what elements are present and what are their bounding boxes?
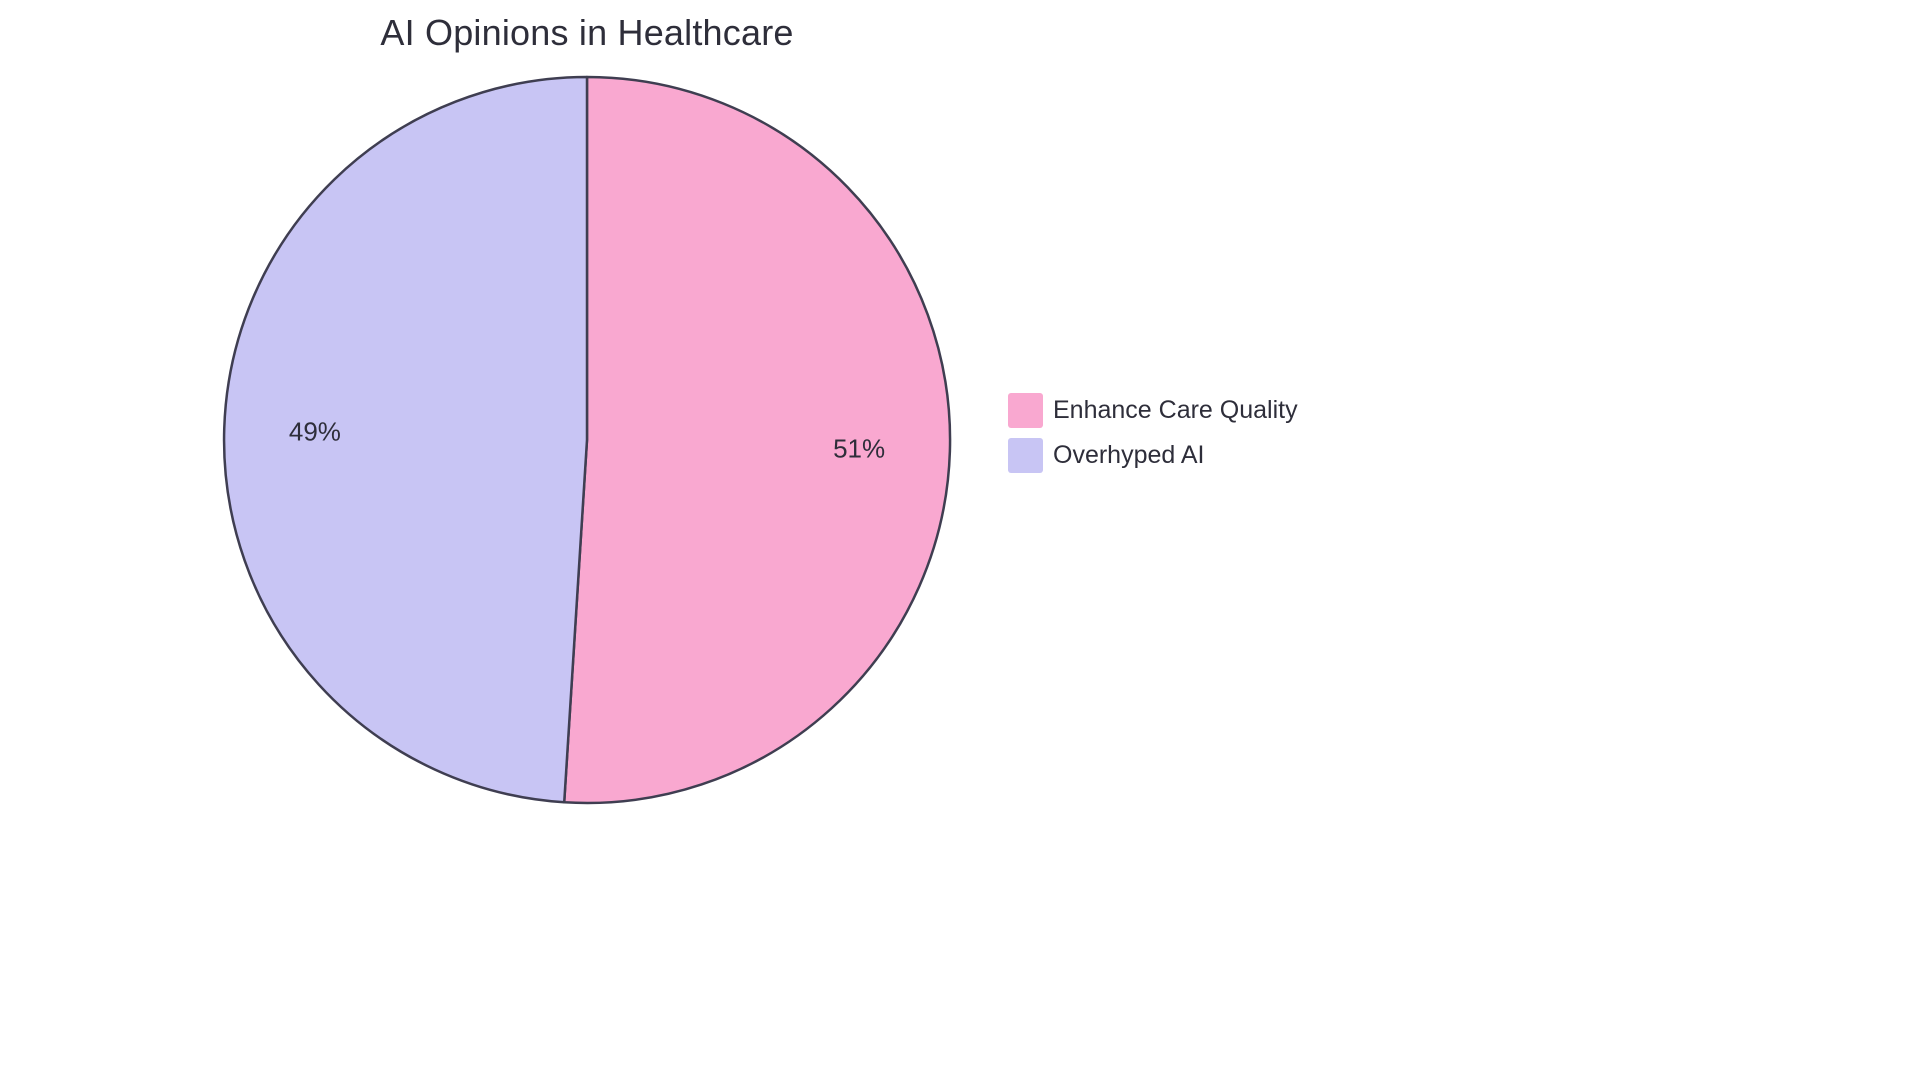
legend-label: Overhyped AI: [1053, 441, 1205, 469]
legend: Enhance Care Quality Overhyped AI: [1008, 393, 1298, 473]
legend-swatch: [1008, 438, 1043, 473]
legend-swatch: [1008, 393, 1043, 428]
legend-label: Enhance Care Quality: [1053, 396, 1298, 424]
pie-slice: [562, 75, 952, 805]
pie-slice-label: 51%: [833, 434, 885, 464]
chart-title: AI Opinions in Healthcare: [380, 12, 794, 53]
legend-item: Enhance Care Quality: [1008, 393, 1298, 428]
pie-slice-label: 49%: [289, 416, 341, 446]
pie-slice: [222, 75, 589, 804]
legend-item: Overhyped AI: [1008, 438, 1298, 473]
